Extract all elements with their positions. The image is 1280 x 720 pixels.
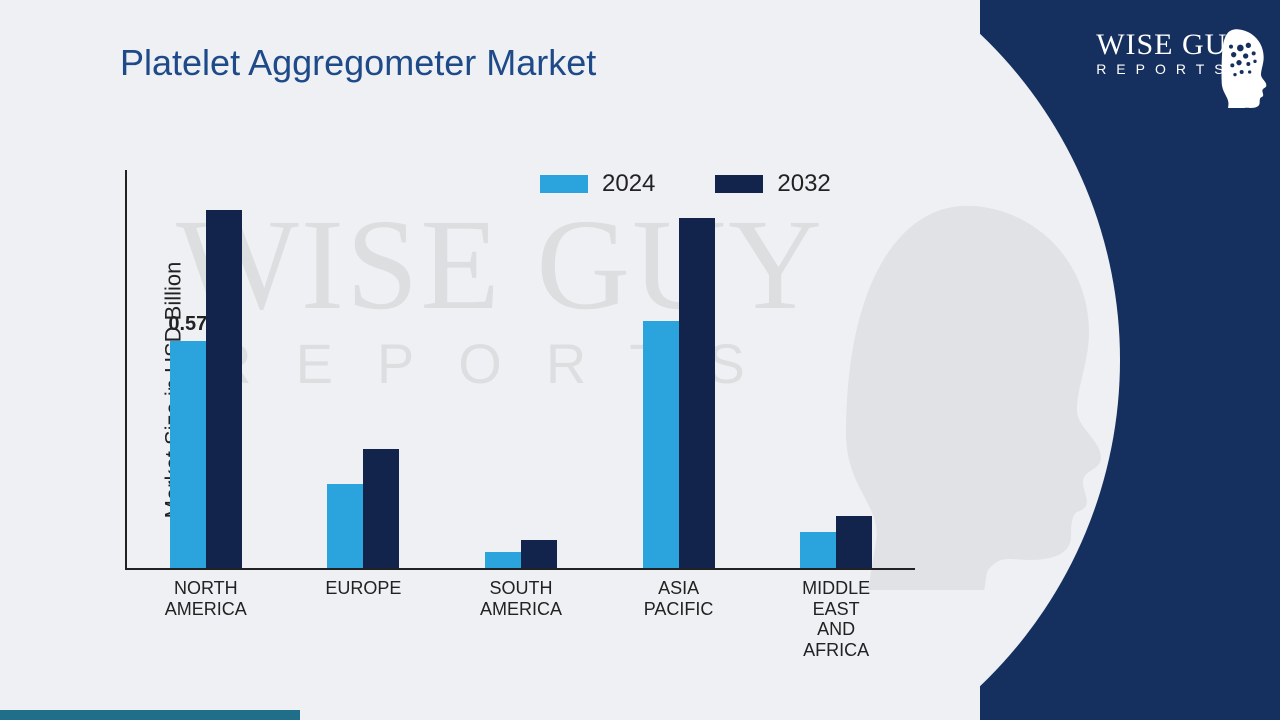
bar: [327, 484, 363, 568]
bar-group: SOUTHAMERICA: [461, 170, 581, 568]
bar: [679, 218, 715, 568]
canvas: WISE GUY REPORTS Platelet Aggregometer M…: [0, 0, 1280, 720]
bar: [206, 210, 242, 568]
bar-group: MIDDLEEASTANDAFRICA: [776, 170, 896, 568]
category-label: SOUTHAMERICA: [456, 578, 586, 619]
category-label: ASIAPACIFIC: [614, 578, 744, 619]
bar-value-label: 0.57: [168, 313, 207, 336]
plot-area: 0.57NORTHAMERICA EUROPE SOUTHAMERICA ASIAPA…: [125, 170, 915, 570]
bar: [485, 552, 521, 568]
bar: [800, 532, 836, 568]
category-label: NORTHAMERICA: [141, 578, 271, 619]
category-label: EUROPE: [298, 578, 428, 599]
chart-title: Platelet Aggregometer Market: [120, 42, 596, 84]
bar: [836, 516, 872, 568]
bar-group: EUROPE: [303, 170, 423, 568]
bar-groups: 0.57NORTHAMERICA EUROPE SOUTHAMERICA ASIAPA…: [127, 170, 915, 568]
bottom-accent-bar: [0, 710, 300, 720]
brand-head-icon: [1200, 28, 1270, 108]
bar-group: 0.57NORTHAMERICA: [146, 170, 266, 568]
category-label: MIDDLEEASTANDAFRICA: [771, 578, 901, 661]
bar: [363, 449, 399, 568]
chart: Market Size in USD Billion 0.57NORTHAMER…: [95, 170, 915, 610]
bar: 0.57: [170, 341, 206, 568]
bar: [643, 321, 679, 568]
bar-group: ASIAPACIFIC: [619, 170, 739, 568]
bar: [521, 540, 557, 568]
